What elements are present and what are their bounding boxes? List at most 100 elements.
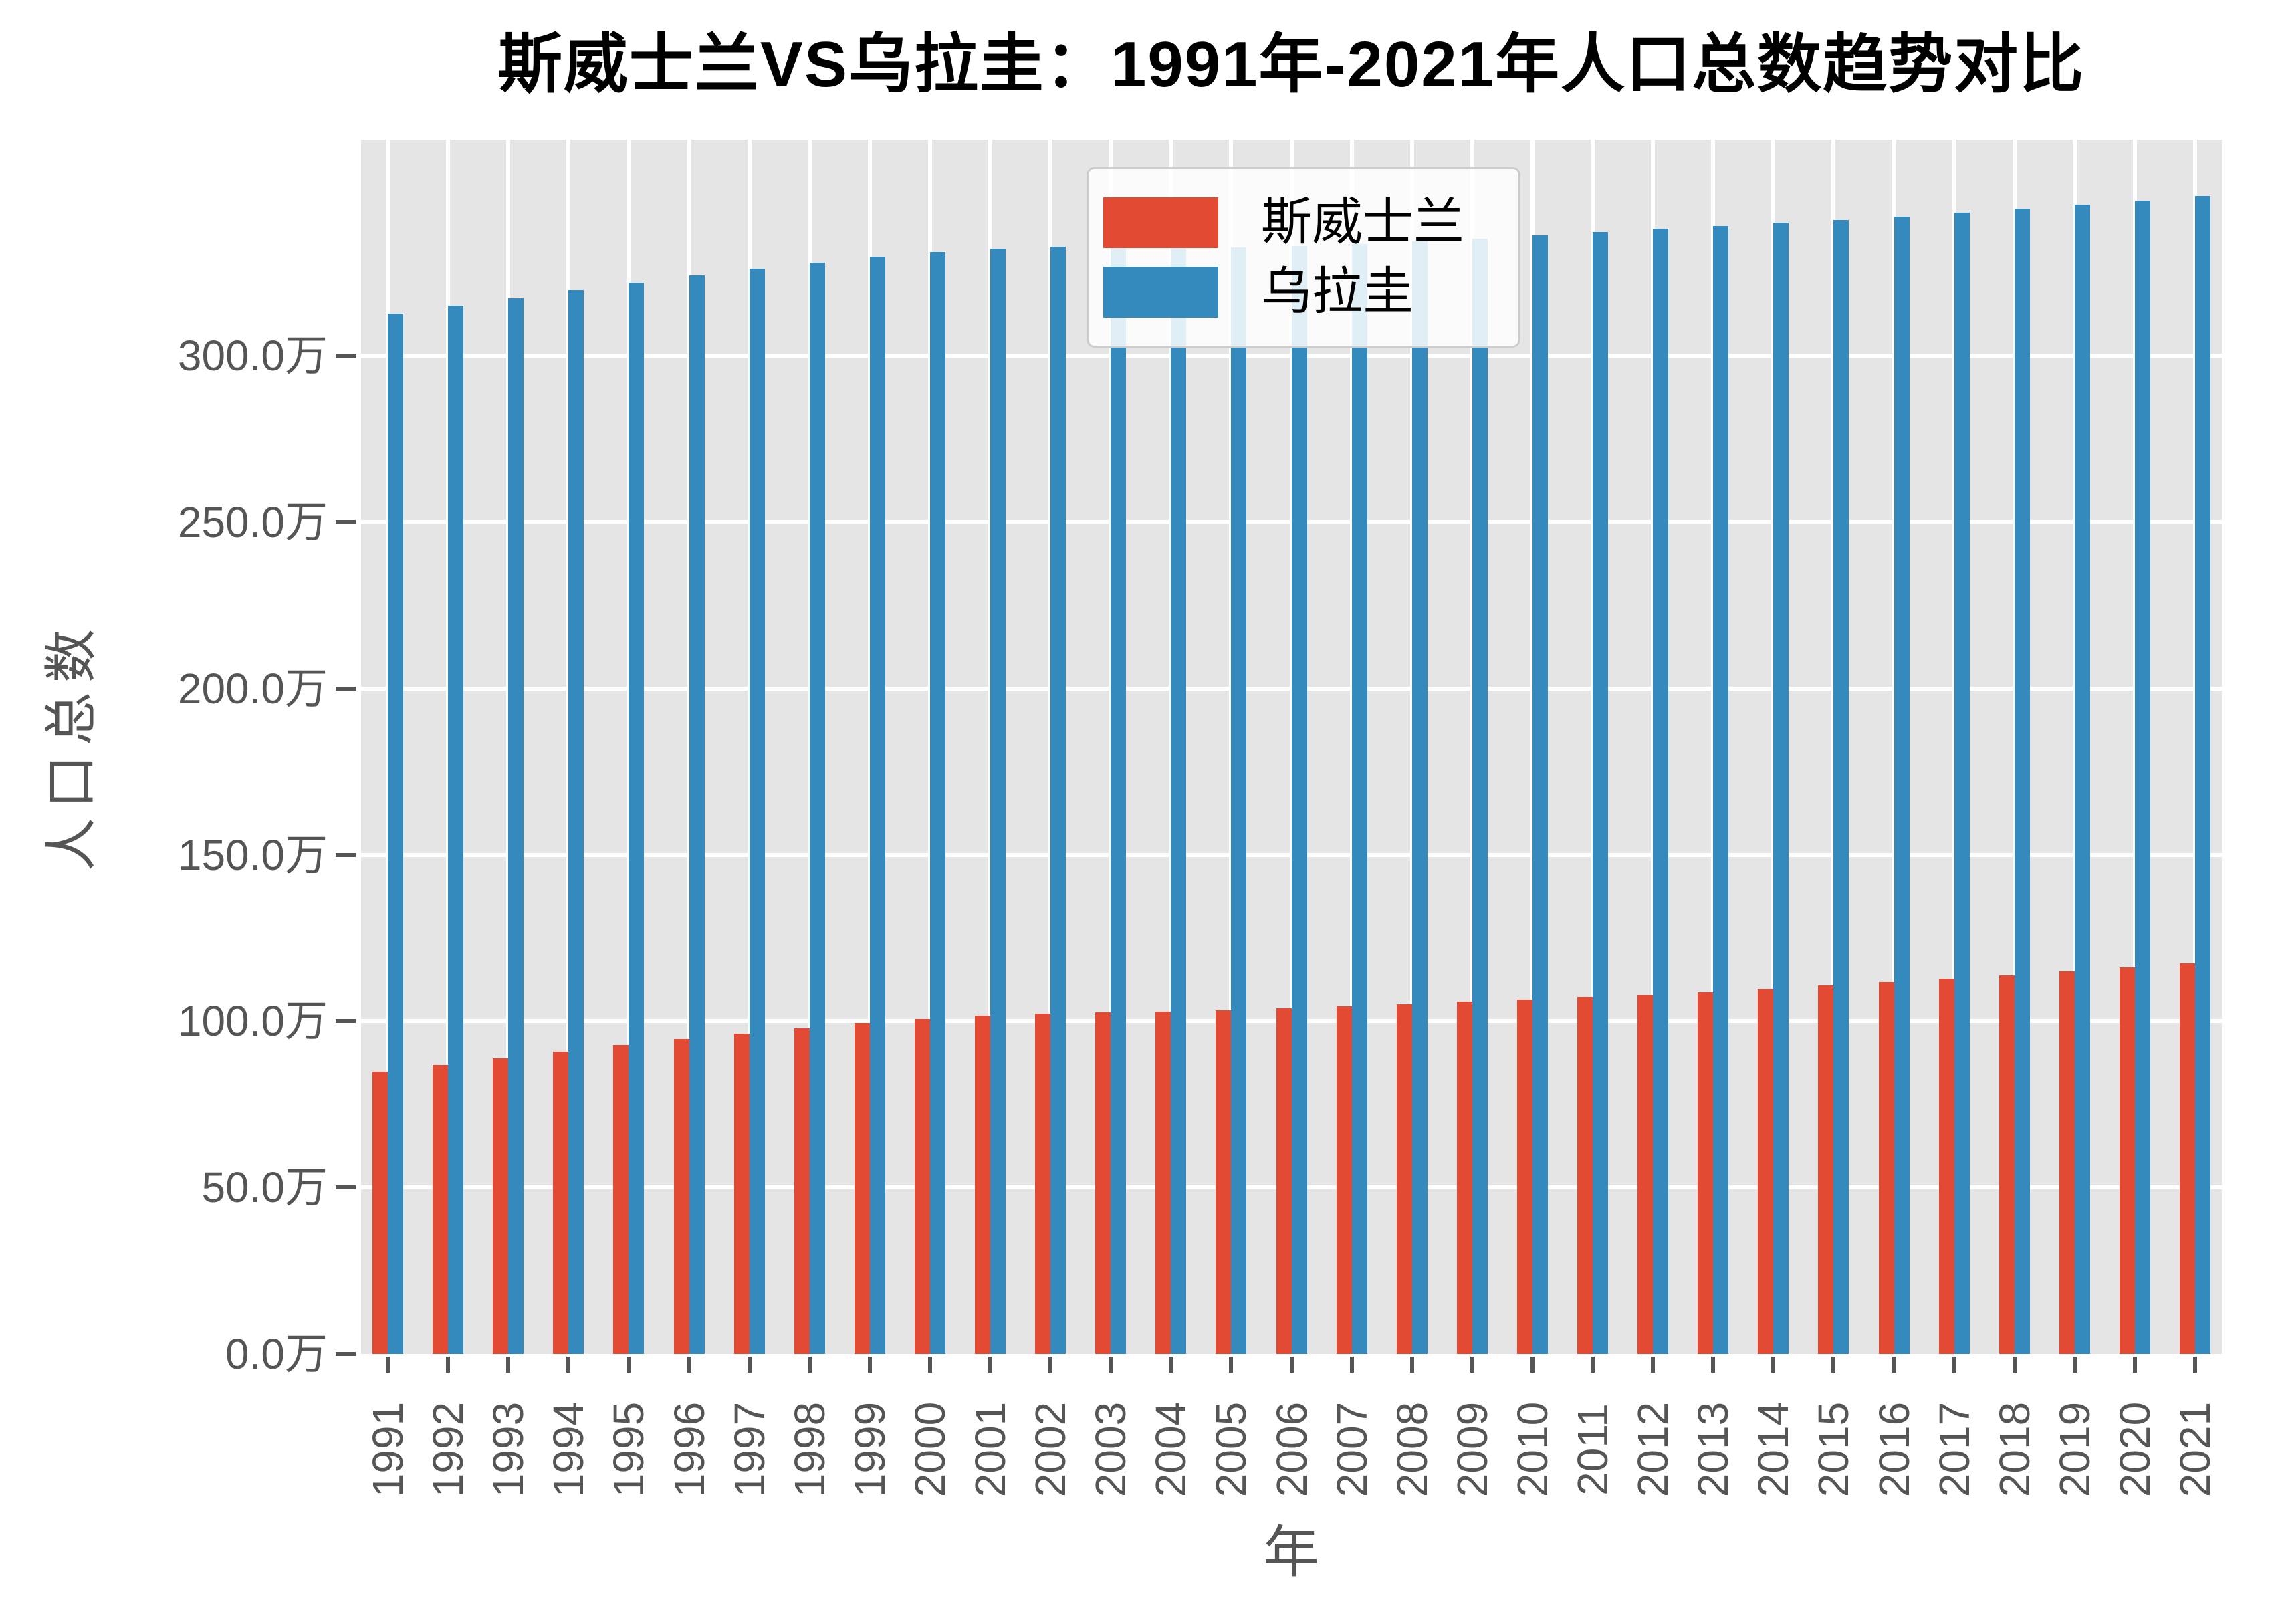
y-tick-label: 250.0万 xyxy=(177,498,328,547)
x-tick-label: 1999 xyxy=(845,1401,894,1498)
x-tick-mark xyxy=(988,1357,992,1373)
x-tick-mark xyxy=(1952,1357,1956,1373)
bar-swaziland-1995 xyxy=(613,1045,629,1354)
bar-uruguay-2016 xyxy=(1894,217,1910,1354)
x-tick-label: 2015 xyxy=(1809,1401,1858,1498)
bar-uruguay-2005 xyxy=(1231,247,1247,1354)
x-tick-mark xyxy=(1409,1357,1414,1373)
x-tick-mark xyxy=(1289,1357,1294,1373)
x-tick-label: 2012 xyxy=(1629,1401,1678,1498)
bar-swaziland-2000 xyxy=(914,1019,930,1354)
legend-item-swaziland: 斯威士兰 xyxy=(1103,197,1518,248)
y-tick-label: 0.0万 xyxy=(225,1330,328,1378)
bar-uruguay-1994 xyxy=(568,290,584,1354)
x-tick-label: 1996 xyxy=(665,1401,713,1498)
bar-swaziland-2006 xyxy=(1276,1008,1292,1354)
x-tick-mark xyxy=(2193,1357,2197,1373)
x-tick-mark xyxy=(1169,1357,1173,1373)
bar-uruguay-2010 xyxy=(1532,235,1548,1354)
x-tick-mark xyxy=(1349,1357,1354,1373)
x-tick-mark xyxy=(506,1357,511,1373)
bar-uruguay-2004 xyxy=(1171,247,1187,1354)
x-tick-label: 1998 xyxy=(785,1401,834,1498)
bar-uruguay-2006 xyxy=(1291,246,1307,1354)
bar-swaziland-1991 xyxy=(372,1072,388,1354)
x-tick-label: 2001 xyxy=(966,1401,1014,1498)
x-tick-label: 2010 xyxy=(1508,1401,1557,1498)
x-tick-mark xyxy=(747,1357,752,1373)
bar-swaziland-2021 xyxy=(2180,963,2195,1354)
bar-uruguay-2018 xyxy=(2014,209,2030,1354)
bar-uruguay-2002 xyxy=(1050,247,1066,1354)
x-tick-label: 2008 xyxy=(1387,1401,1436,1498)
x-tick-mark xyxy=(807,1357,812,1373)
legend: 斯威士兰 乌拉圭 xyxy=(1087,167,1520,348)
x-tick-label: 2009 xyxy=(1448,1401,1496,1498)
bar-swaziland-2004 xyxy=(1155,1012,1171,1354)
bar-uruguay-2017 xyxy=(1954,213,1970,1354)
x-tick-label: 2003 xyxy=(1087,1401,1135,1498)
bar-uruguay-1992 xyxy=(448,306,464,1354)
y-tick-mark xyxy=(336,520,356,525)
bar-swaziland-1999 xyxy=(854,1023,870,1354)
bar-swaziland-1992 xyxy=(433,1065,449,1354)
y-axis-label: 人口总数 xyxy=(41,620,101,871)
bar-uruguay-2001 xyxy=(990,249,1006,1354)
bar-swaziland-2001 xyxy=(975,1016,990,1354)
bar-swaziland-2018 xyxy=(1999,975,2015,1354)
x-tick-label: 2007 xyxy=(1327,1401,1376,1498)
x-tick-label: 2016 xyxy=(1869,1401,1918,1498)
bar-swaziland-2019 xyxy=(2059,971,2075,1354)
x-tick-label: 1995 xyxy=(604,1401,653,1498)
legend-swatch-blue xyxy=(1103,267,1218,318)
legend-swatch-red xyxy=(1103,197,1218,248)
x-tick-label: 2018 xyxy=(1990,1401,2039,1498)
bar-swaziland-2007 xyxy=(1336,1006,1352,1354)
bar-uruguay-2008 xyxy=(1411,241,1428,1354)
x-tick-label: 2011 xyxy=(1569,1403,1617,1496)
y-tick-label: 150.0万 xyxy=(177,830,328,879)
bar-uruguay-2011 xyxy=(1593,232,1608,1354)
bar-uruguay-1998 xyxy=(809,263,825,1354)
x-tick-mark xyxy=(1892,1357,1896,1373)
bar-swaziland-2008 xyxy=(1396,1004,1412,1354)
x-tick-mark xyxy=(867,1357,872,1373)
bar-uruguay-2000 xyxy=(929,252,945,1354)
y-tick-mark xyxy=(336,852,356,857)
x-tick-mark xyxy=(1109,1357,1113,1373)
x-tick-label: 2020 xyxy=(2110,1401,2159,1498)
x-tick-label: 2002 xyxy=(1026,1401,1075,1498)
x-tick-mark xyxy=(446,1357,451,1373)
x-tick-label: 1997 xyxy=(725,1401,774,1498)
bar-uruguay-2009 xyxy=(1472,239,1488,1354)
bar-swaziland-2002 xyxy=(1035,1014,1051,1354)
bar-swaziland-2003 xyxy=(1095,1012,1111,1354)
chart-title: 斯威士兰VS乌拉圭：1991年-2021年人口总数趋势对比 xyxy=(497,29,2085,100)
bar-uruguay-2007 xyxy=(1351,244,1367,1354)
bar-swaziland-2016 xyxy=(1878,982,1894,1354)
bar-swaziland-2011 xyxy=(1577,997,1593,1354)
x-tick-label: 2019 xyxy=(2050,1401,2099,1498)
bar-swaziland-2005 xyxy=(1216,1010,1232,1354)
x-tick-label: 1994 xyxy=(544,1401,593,1498)
y-tick-label: 50.0万 xyxy=(201,1163,328,1212)
x-tick-mark xyxy=(386,1357,390,1373)
y-tick-mark xyxy=(336,1352,356,1356)
bar-swaziland-2014 xyxy=(1758,989,1774,1354)
bar-swaziland-2012 xyxy=(1637,995,1654,1354)
y-tick-mark xyxy=(336,354,356,358)
y-tick-mark xyxy=(336,686,356,691)
bar-swaziland-1998 xyxy=(794,1028,810,1354)
legend-label-uruguay: 乌拉圭 xyxy=(1261,263,1413,320)
x-tick-mark xyxy=(1591,1357,1595,1373)
legend-label-swaziland: 斯威士兰 xyxy=(1261,194,1464,251)
x-tick-mark xyxy=(927,1357,932,1373)
x-tick-mark xyxy=(1229,1357,1234,1373)
bar-swaziland-2020 xyxy=(2119,967,2135,1354)
bar-swaziland-2010 xyxy=(1516,1000,1532,1354)
bar-uruguay-2013 xyxy=(1713,226,1729,1354)
x-tick-label: 2004 xyxy=(1147,1401,1196,1498)
bar-uruguay-2014 xyxy=(1773,223,1789,1354)
y-tick-label: 200.0万 xyxy=(177,664,328,713)
x-tick-mark xyxy=(1048,1357,1053,1373)
